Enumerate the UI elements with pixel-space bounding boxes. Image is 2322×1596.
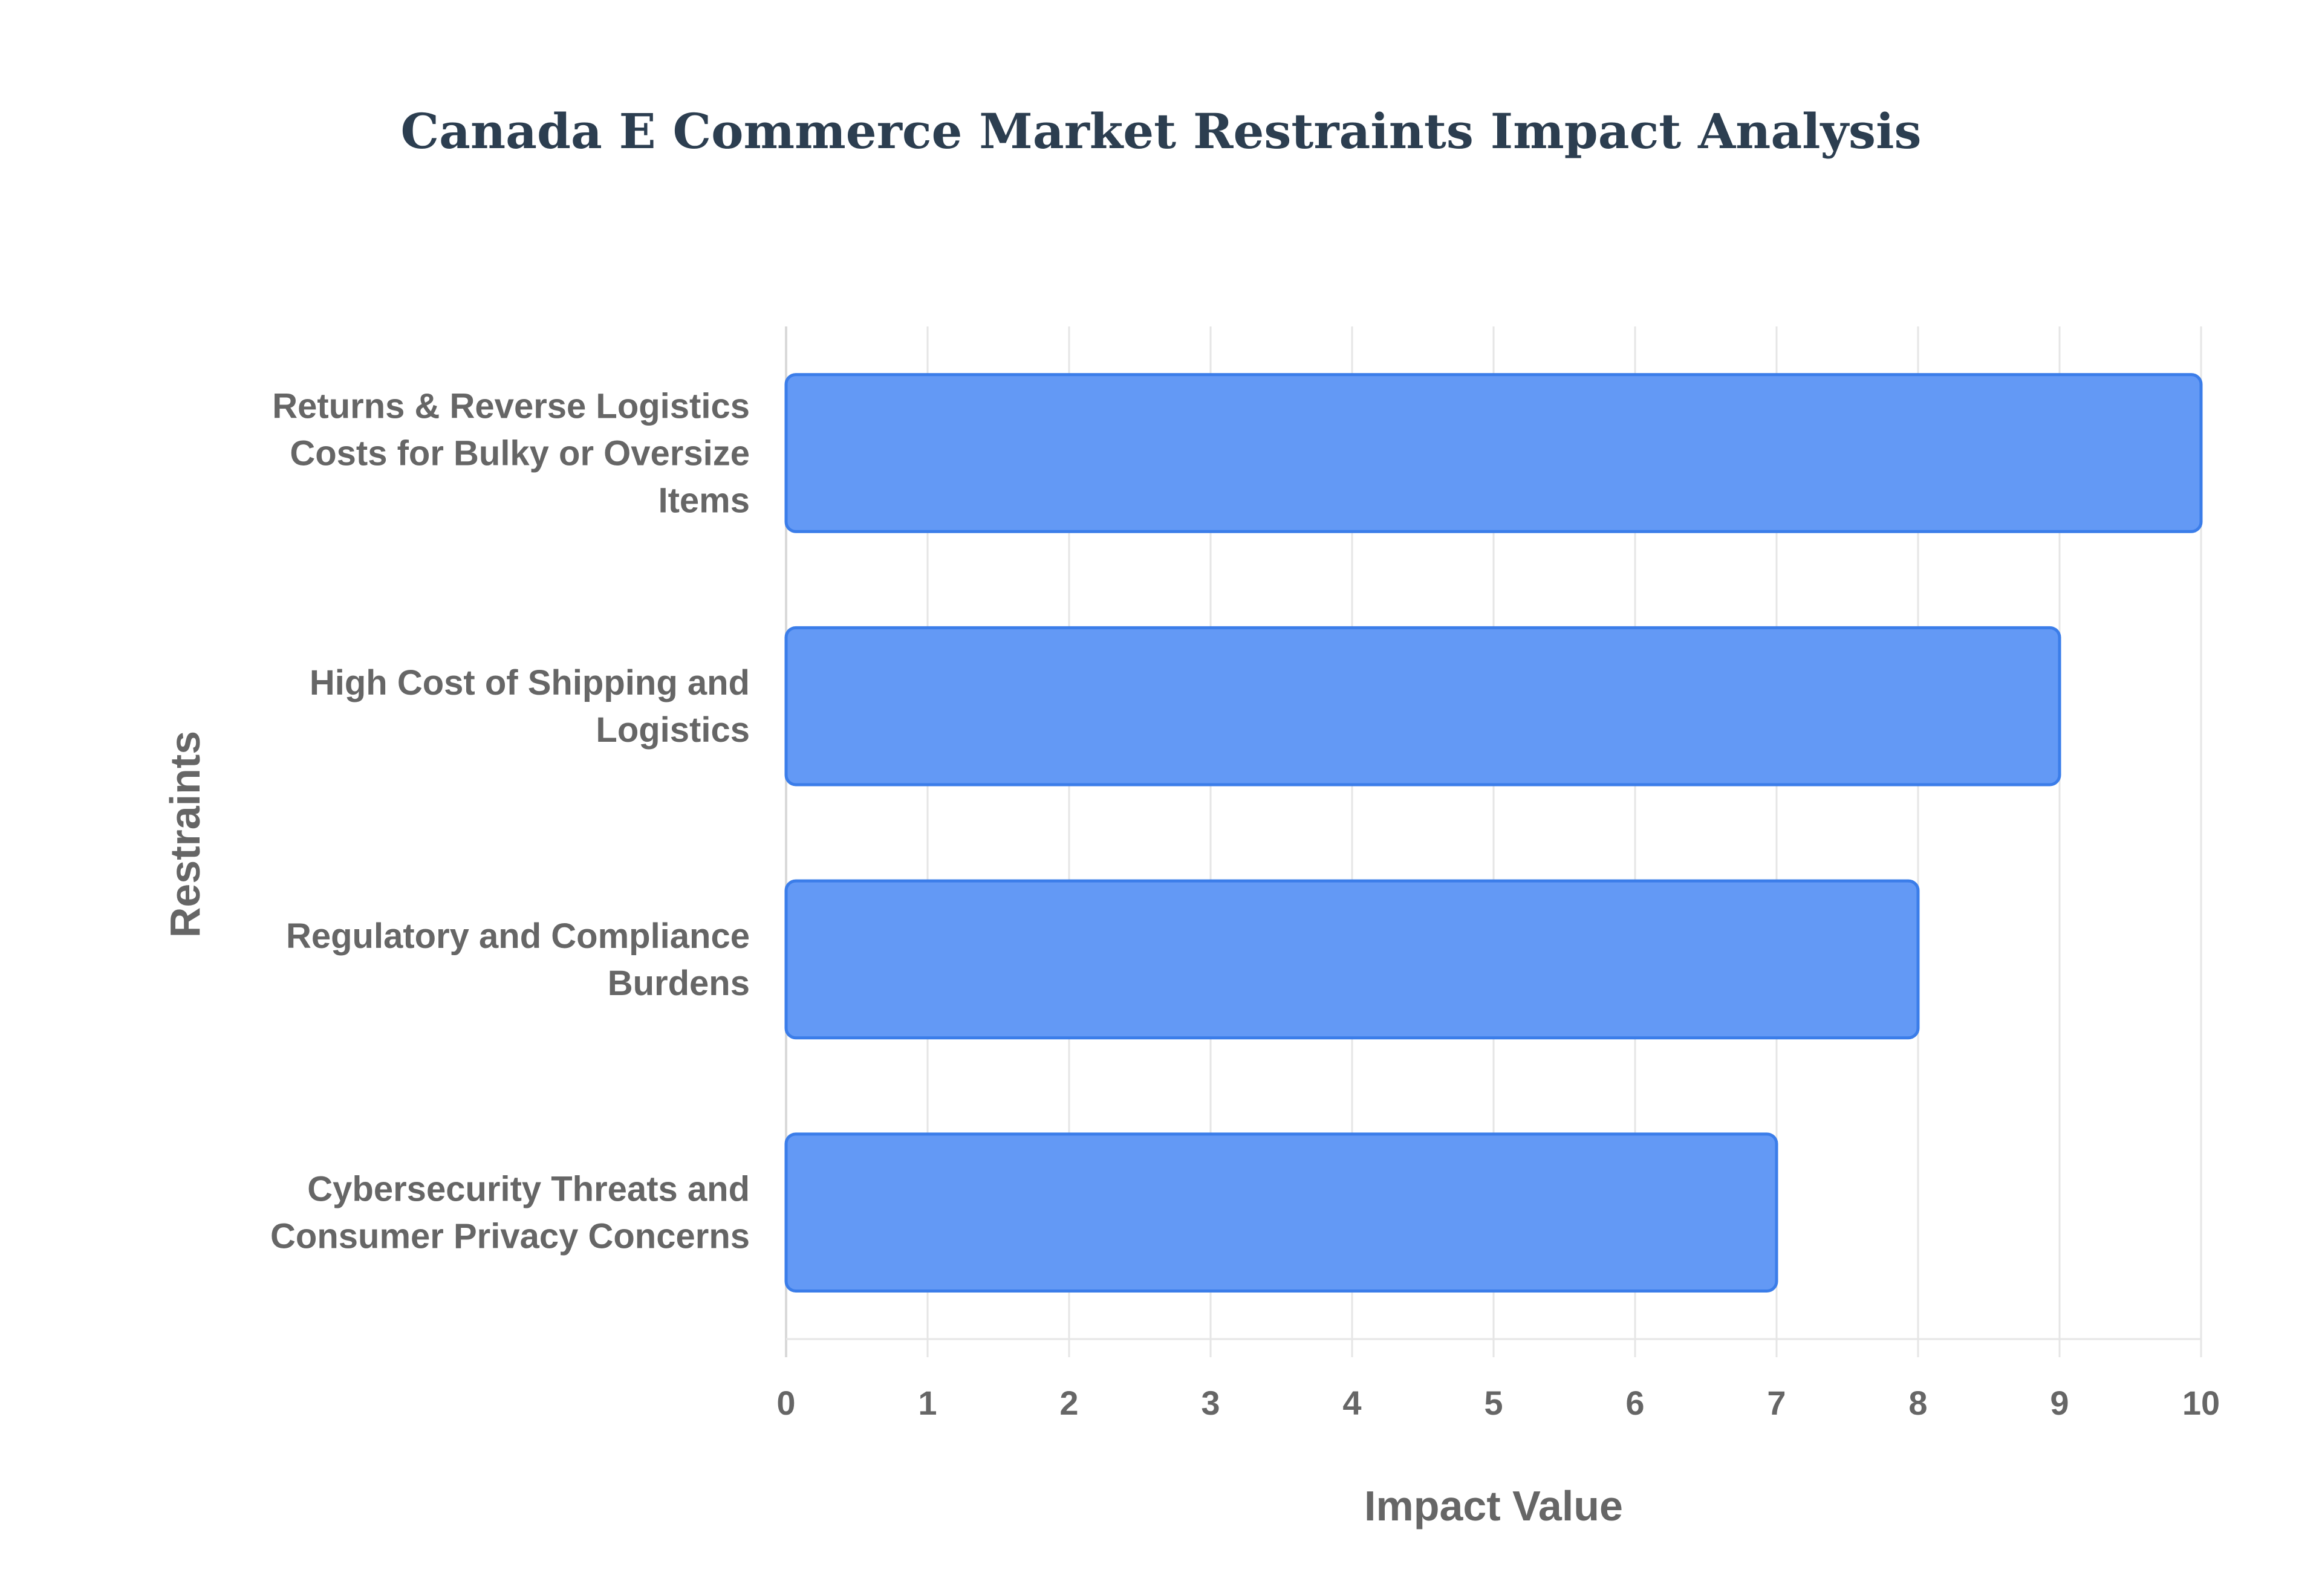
y-axis-title: Restraints [161, 731, 209, 938]
category-label-2-line-2: Logistics [596, 710, 750, 750]
category-label-1-line-3: Items [658, 481, 750, 520]
category-label-4-line-1: Cybersecurity Threats and [307, 1170, 750, 1209]
category-label-2-line-1: High Cost of Shipping and [310, 663, 750, 702]
x-tick-label-5: 5 [1484, 1384, 1503, 1422]
x-axis-title: Impact Value [1364, 1482, 1623, 1529]
x-tick-layer: 0 1 2 3 4 5 6 7 8 9 10 [776, 1384, 2220, 1422]
x-tick-label-0: 0 [776, 1384, 795, 1422]
category-label-layer: Returns & Reverse Logistics Costs for Bul… [270, 386, 750, 1256]
bar-4 [784, 1132, 1778, 1293]
category-label-1: Returns & Reverse Logistics Costs for Bul… [272, 386, 750, 520]
x-tick-label-6: 6 [1625, 1384, 1644, 1422]
category-label-2: High Cost of Shipping and Logistics [310, 663, 750, 750]
chart-title: Canada E Commerce Market Restraints Impa… [400, 103, 1922, 160]
category-label-3: Regulatory and Compliance Burdens [286, 916, 750, 1003]
category-label-4-line-2: Consumer Privacy Concerns [270, 1217, 750, 1256]
x-tick-label-1: 1 [918, 1384, 937, 1422]
bar-3 [784, 879, 1920, 1040]
bar-layer [784, 373, 2203, 1293]
x-tick-label-8: 8 [1908, 1384, 1927, 1422]
category-label-1-line-1: Returns & Reverse Logistics [272, 386, 750, 426]
category-label-4: Cybersecurity Threats and Consumer Privac… [270, 1170, 750, 1256]
x-tick-label-9: 9 [2050, 1384, 2069, 1422]
bar-1 [784, 373, 2203, 533]
category-label-1-line-2: Costs for Bulky or Oversize [290, 433, 750, 473]
category-label-3-line-1: Regulatory and Compliance [286, 916, 750, 956]
x-tick-label-3: 3 [1201, 1384, 1220, 1422]
x-tick-label-2: 2 [1059, 1384, 1078, 1422]
x-tick-label-10: 10 [2182, 1384, 2220, 1422]
x-tick-label-4: 4 [1342, 1384, 1361, 1422]
bar-2 [784, 626, 2061, 787]
category-label-3-line-2: Burdens [608, 964, 750, 1003]
x-tick-label-7: 7 [1767, 1384, 1786, 1422]
